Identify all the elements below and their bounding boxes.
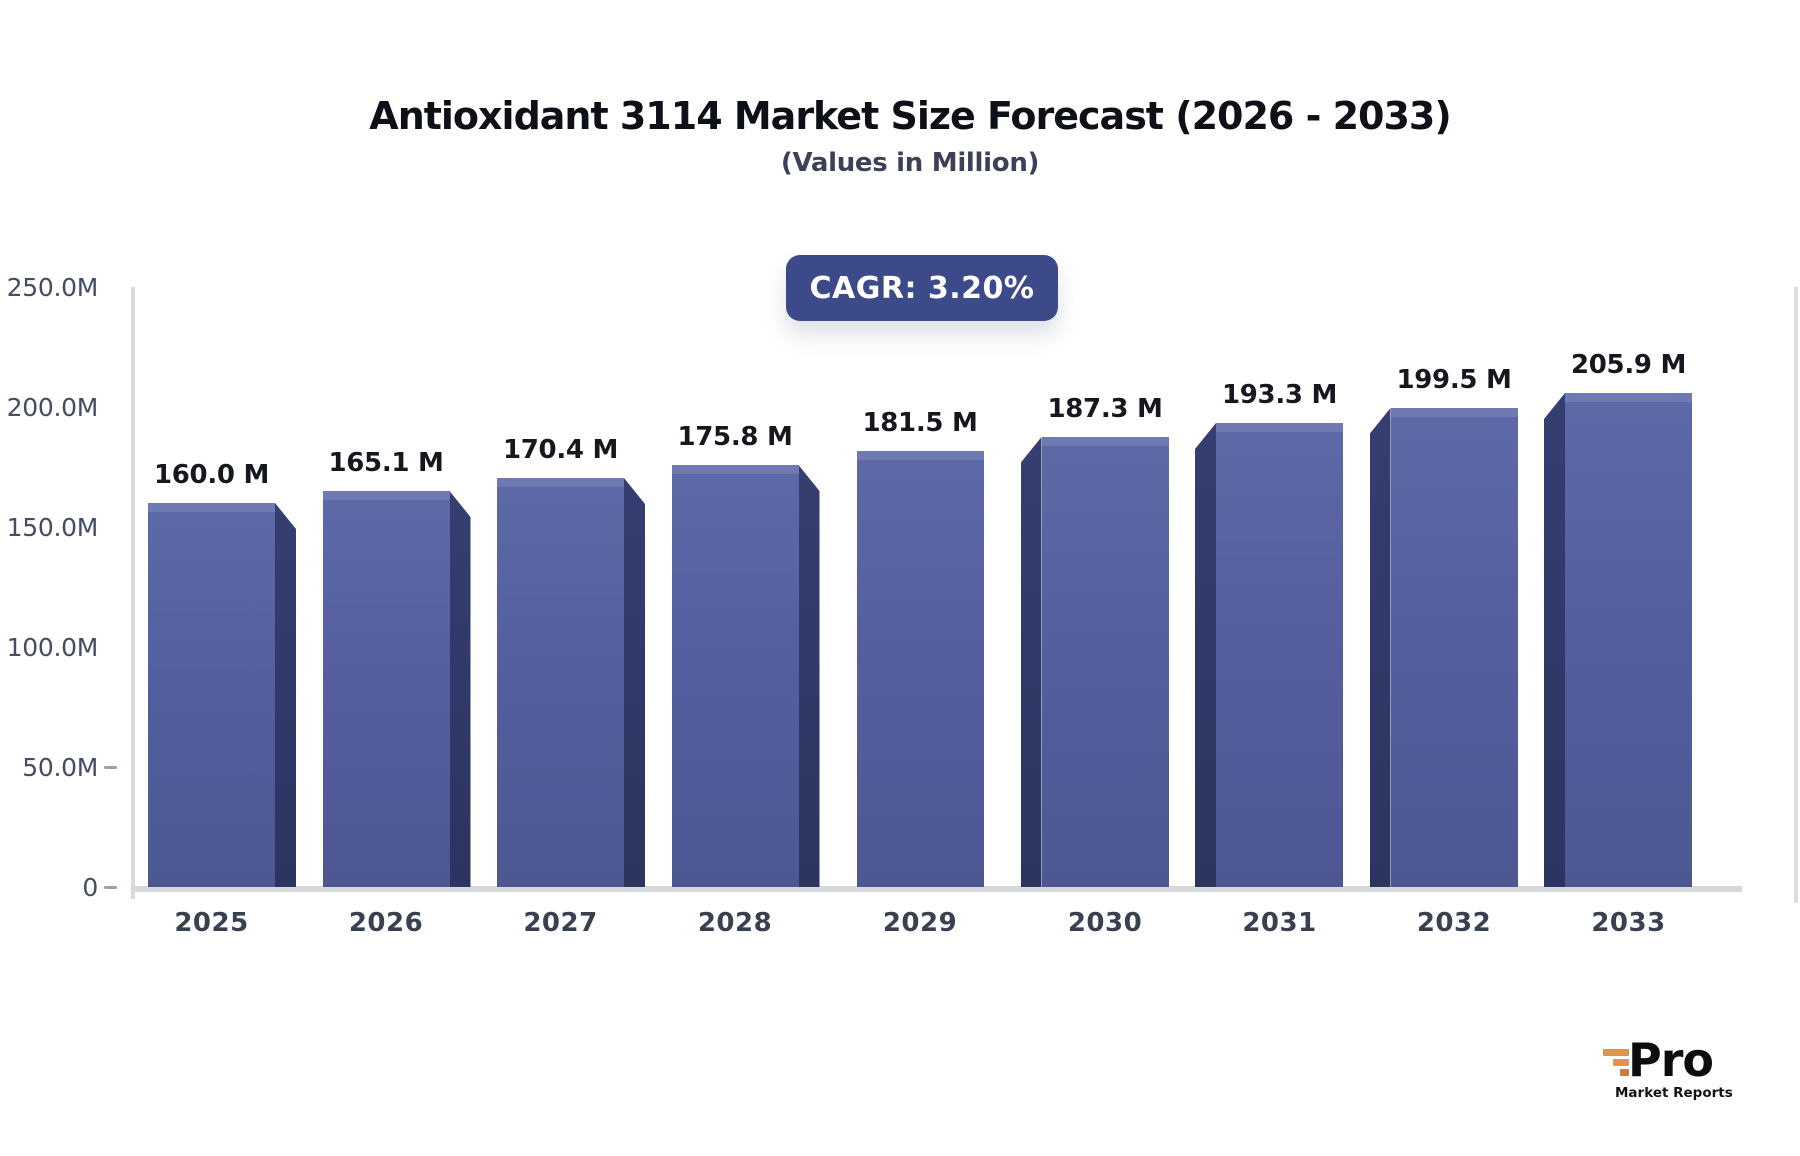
bar-2027: 170.4 M 2027 (497, 435, 645, 938)
y-axis-line-left (131, 287, 135, 899)
x-tick-label: 2029 (882, 908, 958, 938)
bar-2030: 187.3 M 2030 (1020, 394, 1169, 938)
logo: Pro Market Reports (1603, 1033, 1733, 1101)
bar-body (671, 465, 799, 887)
y-tick-label: 0 (82, 872, 98, 902)
chart-title: Antioxidant 3114 Market Size Forecast (2… (369, 94, 1451, 138)
x-tick-label: 2033 (1591, 908, 1666, 938)
bar-value-label: 205.9 M (1570, 350, 1687, 380)
bar-value-label: 181.5 M (862, 408, 978, 438)
bar-body (1565, 393, 1692, 887)
bar-side-face (1369, 408, 1391, 887)
logo-brand-text: Pro (1628, 1033, 1714, 1087)
bar-value-label: 165.1 M (328, 448, 444, 478)
bar-side-face (275, 503, 296, 887)
y-axis-line-right (1794, 287, 1798, 903)
bar-side-face (624, 478, 645, 887)
y-tick-label: 200.0M (6, 392, 99, 422)
bar-body (1041, 437, 1169, 887)
bar-2031: 193.3 M 2031 (1195, 380, 1343, 938)
y-axis-tick: 150.0M (0, 511, 117, 543)
bar-side-face (449, 491, 471, 887)
bar-value-label: 193.3 M (1221, 380, 1338, 410)
x-tick-label: 2028 (697, 908, 773, 938)
cagr-badge: CAGR: 3.20% (786, 255, 1058, 321)
bar-value-label: 199.5 M (1396, 365, 1512, 395)
y-tick-label: 50.0M (22, 752, 98, 782)
bar-body (497, 478, 624, 887)
y-tick-label: 250.0M (6, 272, 99, 302)
y-axis-tick: 50.0M (0, 751, 117, 783)
bar-2033: 205.9 M 2033 (1544, 350, 1692, 938)
y-tick-label: 150.0M (6, 512, 99, 542)
bar-value-label: 160.0 M (153, 460, 270, 490)
bar-value-label: 175.8 M (677, 422, 793, 452)
logo-brand-subtext: Market Reports (1615, 1085, 1733, 1101)
bar-2032: 199.5 M 2032 (1369, 365, 1518, 938)
bar-side-face (1020, 437, 1042, 887)
bar-body (148, 503, 275, 887)
bar-side-face (1544, 393, 1565, 887)
bar-side-face (798, 465, 820, 887)
bar-2028: 175.8 M 2028 (671, 422, 820, 938)
y-tick-dash-icon (104, 765, 117, 769)
y-tick-dash-icon (104, 885, 117, 889)
bar-2026: 165.1 M 2026 (322, 448, 471, 938)
y-tick-label: 100.0M (6, 632, 99, 662)
y-axis-tick: 100.0M (0, 631, 117, 663)
x-tick-label: 2032 (1416, 908, 1492, 938)
x-tick-label: 2026 (348, 908, 424, 938)
bar-body (1216, 423, 1343, 887)
x-tick-label: 2031 (1242, 908, 1317, 938)
bar-2025: 160.0 M 2025 (148, 460, 296, 938)
bar-body (856, 451, 984, 887)
x-tick-label: 2027 (523, 908, 598, 938)
x-tick-label: 2025 (174, 908, 249, 938)
chart-subtitle: (Values in Million) (780, 148, 1040, 178)
bar-value-label: 187.3 M (1047, 394, 1163, 424)
bar-body (322, 491, 450, 887)
x-tick-label: 2030 (1067, 908, 1143, 938)
y-axis-tick: 200.0M (0, 391, 117, 423)
y-axis-tick: 250.0M (0, 271, 117, 303)
bar-body (1390, 408, 1518, 887)
logo-speed-bars-icon (1603, 1049, 1629, 1079)
x-axis-baseline (131, 886, 1742, 892)
y-axis-tick: 0 (0, 871, 117, 903)
bar-side-face (1195, 423, 1216, 887)
bar-value-label: 170.4 M (502, 435, 619, 465)
bar-2029: 181.5 M 2029 (846, 408, 994, 938)
